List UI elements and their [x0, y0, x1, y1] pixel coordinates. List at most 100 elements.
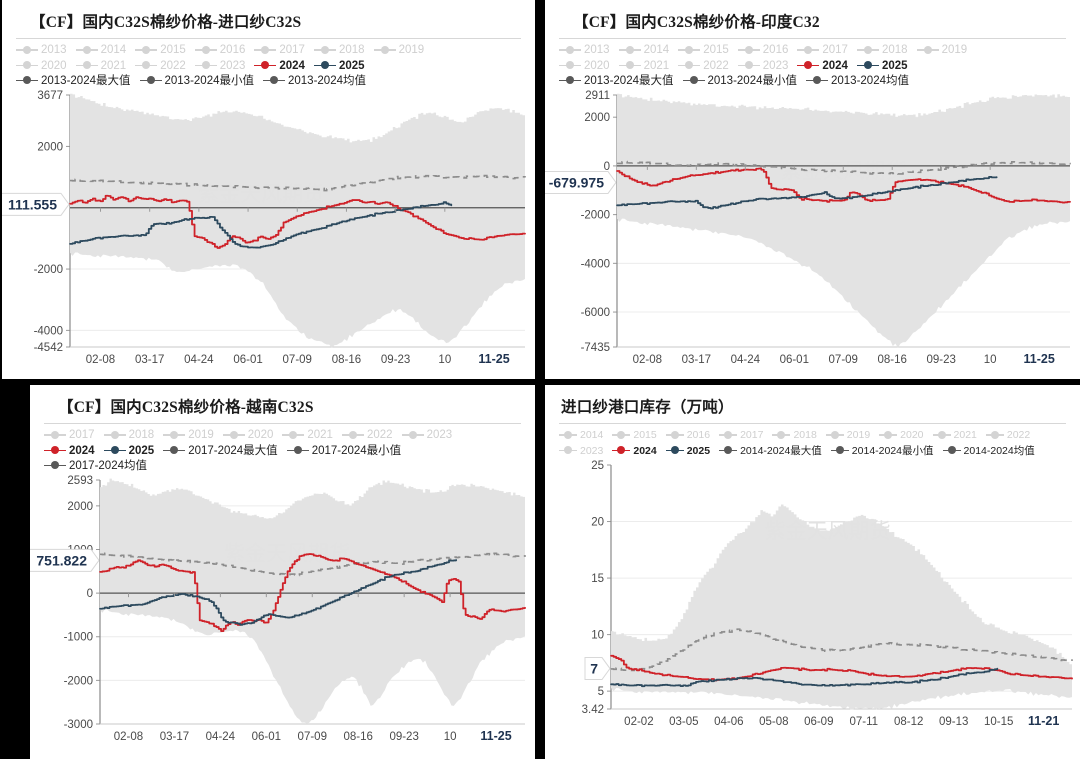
legend-item-2022[interactable]: 2022 [985, 428, 1030, 443]
legend-item-2021[interactable]: 2021 [282, 428, 333, 443]
y-axis-tick: 15 [591, 573, 604, 585]
legend-item-mean[interactable]: 2014-2024均值 [942, 444, 1035, 459]
legend-marker-icon [263, 76, 285, 85]
legend-marker-icon [719, 430, 738, 439]
legend-item-2025[interactable]: 2025 [665, 444, 710, 459]
legend-item-mean[interactable]: 2013-2024均值 [263, 74, 366, 89]
minmax-band [70, 93, 525, 348]
x-axis-tick: 08-16 [878, 354, 907, 366]
legend-item-2022[interactable]: 2022 [135, 59, 186, 74]
legend-item-min[interactable]: 2013-2024最小值 [139, 74, 254, 89]
legend-item-2019[interactable]: 2019 [163, 428, 214, 443]
legend-item-2022[interactable]: 2022 [678, 59, 729, 74]
legend-item-max[interactable]: 2013-2024最大值 [16, 74, 131, 89]
legend-item-max[interactable]: 2017-2024最大值 [163, 444, 278, 459]
x-axis-tick: 07-11 [849, 716, 878, 728]
y-axis-tick: 3677 [37, 90, 63, 102]
legend-item-2016[interactable]: 2016 [665, 428, 710, 443]
legend-item-2018[interactable]: 2018 [772, 428, 817, 443]
series-line-2025 [99, 558, 458, 626]
legend-item-2013[interactable]: 2013 [559, 43, 610, 58]
x-axis-tick: 03-17 [682, 354, 711, 366]
legend-marker-icon [313, 45, 336, 54]
x-axis-tick: 09-23 [926, 354, 955, 366]
callout-value: -679.975 [549, 174, 604, 190]
legend-item-2020[interactable]: 2020 [16, 59, 67, 74]
legend-item-2025[interactable]: 2025 [856, 59, 908, 74]
legend-item-2022[interactable]: 2022 [341, 428, 393, 443]
legend-item-2023[interactable]: 2023 [737, 59, 788, 74]
legend-marker-icon [856, 45, 879, 54]
x-axis-tick: 04-24 [184, 354, 214, 366]
series-line-2025 [616, 175, 998, 210]
legend-marker-icon [401, 430, 424, 439]
legend-item-2016[interactable]: 2016 [737, 43, 788, 58]
legend-item-2020[interactable]: 2020 [559, 59, 610, 74]
legend-item-max[interactable]: 2014-2024最大值 [719, 444, 822, 459]
legend-marker-icon [559, 446, 577, 455]
chart-1-svg: 3677 2000 -2000 -4000 -4542 紫金天风期货 02-08 03-17 0… [2, 90, 526, 366]
legend-item-2014[interactable]: 2014 [618, 43, 669, 58]
legend-item-2023[interactable]: 2023 [401, 428, 452, 443]
y-axis-tick: -2000 [581, 209, 610, 221]
legend-item-2018[interactable]: 2018 [856, 43, 908, 58]
legend-marker-icon [665, 430, 684, 439]
legend-item-2020[interactable]: 2020 [222, 428, 273, 443]
legend-item-2017[interactable]: 2017 [719, 428, 763, 443]
legend-item-2023[interactable]: 2023 [559, 444, 603, 459]
legend-item-mean[interactable]: 2013-2024均值 [806, 74, 909, 89]
x-axis-tick: 06-09 [804, 716, 833, 728]
legend-item-2024[interactable]: 2024 [254, 59, 305, 74]
legend-item-2019[interactable]: 2019 [825, 428, 870, 443]
y-axis-tick: 0 [604, 161, 610, 173]
legend-item-2018[interactable]: 2018 [313, 43, 365, 58]
legend-marker-icon [618, 61, 641, 70]
legend-item-2021[interactable]: 2021 [932, 428, 977, 443]
legend-item-2024[interactable]: 2024 [797, 59, 848, 74]
minmax-band [100, 478, 525, 724]
legend-item-2014[interactable]: 2014 [75, 43, 126, 58]
legend-marker-icon [282, 430, 305, 439]
watermark: 紫金天风期货 [765, 520, 891, 543]
legend-item-2017[interactable]: 2017 [254, 43, 305, 58]
value-callout: -679.975 [545, 170, 617, 194]
y-axis-tick: -1000 [64, 632, 93, 644]
legend-item-2013[interactable]: 2013 [16, 43, 67, 58]
legend-item-2021[interactable]: 2021 [618, 59, 669, 74]
x-axis-tick: 04-24 [731, 354, 761, 366]
legend-item-2015[interactable]: 2015 [612, 428, 657, 443]
x-axis-tick: 06-01 [252, 731, 281, 743]
legend-marker-icon [222, 430, 245, 439]
legend-item-2018[interactable]: 2018 [103, 428, 154, 443]
y-axis-tick: -7435 [581, 342, 610, 354]
legend-item-2015[interactable]: 2015 [678, 43, 729, 58]
legend-item-2017[interactable]: 2017 [44, 428, 95, 443]
legend-item-min[interactable]: 2013-2024最小值 [682, 74, 797, 89]
value-callout: 111.555 [2, 192, 70, 216]
legend-marker-icon [44, 430, 66, 439]
y-axis-tick: -2000 [34, 264, 63, 276]
x-axis-tick: 02-08 [114, 731, 143, 743]
minmax-band [611, 504, 1072, 710]
legend-item-max[interactable]: 2013-2024最大值 [559, 74, 674, 89]
legend-item-min[interactable]: 2014-2024最小值 [830, 444, 934, 459]
legend-item-2019[interactable]: 2019 [373, 43, 424, 58]
legend-item-mean[interactable]: 2017-2024均值 [44, 459, 147, 474]
callout-value: 7 [590, 660, 598, 676]
legend-item-2025[interactable]: 2025 [103, 444, 154, 459]
chart-2-svg: 291120000-2000-4000-6000-7435紫金天风期货02-08… [545, 90, 1071, 366]
legend-item-2017[interactable]: 2017 [797, 43, 848, 58]
legend-item-min[interactable]: 2017-2024最小值 [286, 444, 401, 459]
legend-item-2023[interactable]: 2023 [194, 59, 245, 74]
legend-item-2024[interactable]: 2024 [612, 444, 657, 459]
legend-item-2019[interactable]: 2019 [916, 43, 967, 58]
legend-item-2020[interactable]: 2020 [879, 428, 924, 443]
legend-item-2016[interactable]: 2016 [194, 43, 245, 58]
legend-item-2015[interactable]: 2015 [135, 43, 186, 58]
y-axis-tick: -2000 [64, 675, 93, 687]
legend-item-2024[interactable]: 2024 [44, 444, 95, 459]
legend-item-2021[interactable]: 2021 [75, 59, 126, 74]
legend-item-2025[interactable]: 2025 [313, 59, 365, 74]
legend-item-2014[interactable]: 2014 [559, 428, 603, 443]
legend-marker-icon [75, 61, 98, 70]
